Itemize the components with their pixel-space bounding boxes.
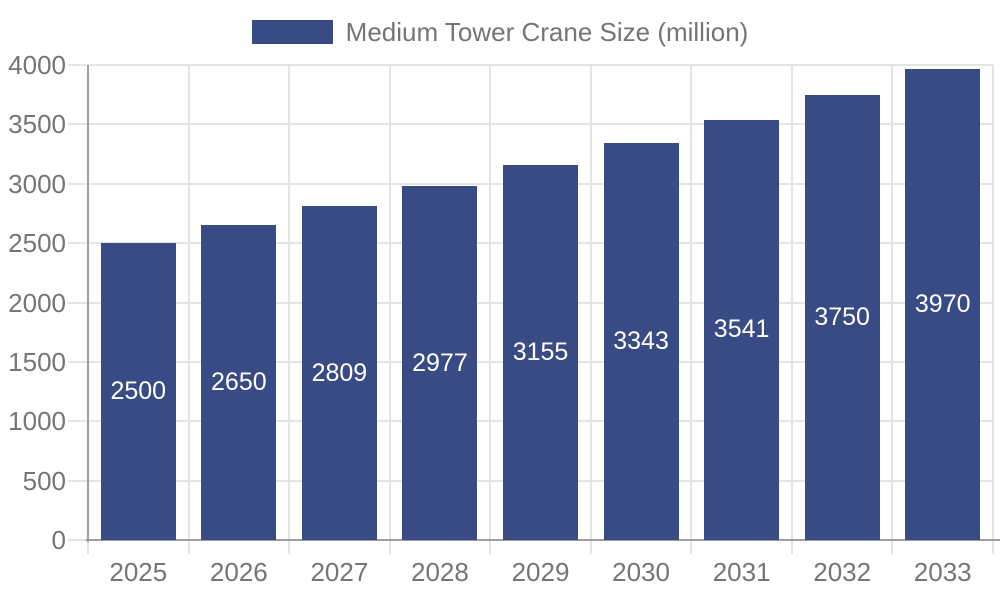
y-tick-label: 3000 bbox=[8, 168, 66, 199]
x-axis-tick bbox=[790, 540, 793, 554]
x-axis-tick bbox=[388, 540, 391, 554]
x-tick-label: 2027 bbox=[310, 557, 369, 587]
bar-value-label: 3750 bbox=[814, 302, 870, 331]
x-axis-tick bbox=[489, 540, 492, 554]
gridline-vertical bbox=[489, 65, 492, 540]
x-axis-tick bbox=[87, 540, 89, 554]
y-axis-tick bbox=[68, 539, 88, 541]
y-axis-tick bbox=[68, 123, 88, 126]
gridline-vertical bbox=[891, 65, 894, 540]
bar-value-label: 3541 bbox=[713, 315, 770, 344]
x-axis-tick bbox=[187, 540, 190, 554]
bar: 2809 bbox=[301, 206, 377, 540]
x-axis-tick bbox=[589, 540, 592, 554]
y-axis-tick bbox=[68, 420, 88, 423]
bar-value-label: 2977 bbox=[412, 348, 468, 377]
y-tick-label: 3500 bbox=[8, 109, 66, 140]
bar-value-label: 3343 bbox=[613, 327, 669, 355]
bar-value-label: 2650 bbox=[211, 368, 267, 397]
gridline-vertical bbox=[187, 65, 190, 540]
gridline-horizontal bbox=[88, 123, 993, 126]
y-tick-label: 1000 bbox=[8, 406, 66, 437]
bar: 3343 bbox=[603, 143, 679, 540]
x-axis-tick bbox=[288, 540, 291, 554]
plot-area: 0 500 1000 1500 2000 2500 3000 3500 4000 2500 2025… bbox=[8, 50, 1000, 587]
x-tick-label: 2025 bbox=[109, 557, 168, 587]
y-axis-tick bbox=[68, 360, 88, 363]
gridline-vertical bbox=[589, 65, 592, 540]
bar: 3155 bbox=[503, 165, 578, 540]
gridline-horizontal bbox=[88, 64, 993, 66]
gridline-vertical bbox=[992, 65, 994, 540]
bar: 2650 bbox=[201, 225, 277, 540]
y-axis-tick bbox=[68, 301, 88, 304]
y-axis-line bbox=[87, 65, 89, 542]
gridline-vertical bbox=[690, 65, 693, 540]
bar-value-label: 2500 bbox=[110, 377, 167, 406]
x-tick-label: 2032 bbox=[813, 557, 872, 587]
x-axis-tick bbox=[992, 540, 994, 554]
x-axis-line bbox=[86, 539, 1000, 541]
gridline-vertical bbox=[388, 65, 391, 540]
x-axis-tick bbox=[891, 540, 894, 554]
y-axis-tick bbox=[68, 242, 88, 245]
y-axis-tick bbox=[68, 64, 88, 66]
bar: 2977 bbox=[402, 186, 478, 540]
y-tick-label: 4000 bbox=[8, 50, 66, 80]
bar-value-label: 3155 bbox=[512, 338, 569, 367]
bar: 2500 bbox=[100, 243, 176, 540]
x-tick-label: 2029 bbox=[511, 557, 570, 587]
x-tick-label: 2033 bbox=[913, 557, 972, 587]
bar-value-label: 2809 bbox=[311, 358, 368, 387]
gridline-vertical bbox=[288, 65, 291, 540]
y-tick-label: 1500 bbox=[8, 346, 66, 377]
x-tick-label: 2026 bbox=[209, 557, 268, 587]
legend-label: Medium Tower Crane Size (million) bbox=[345, 17, 749, 47]
x-tick-label: 2028 bbox=[411, 557, 469, 587]
chart-legend: Medium Tower Crane Size (million) bbox=[0, 17, 1000, 47]
y-tick-label: 2000 bbox=[8, 287, 66, 318]
bar: 3541 bbox=[704, 119, 780, 540]
bar: 3750 bbox=[804, 94, 880, 540]
y-tick-label: 0 bbox=[51, 525, 66, 555]
x-tick-label: 2031 bbox=[712, 557, 771, 587]
gridline-vertical bbox=[790, 65, 793, 540]
y-tick-label: 500 bbox=[22, 465, 66, 496]
x-axis-tick bbox=[690, 540, 693, 554]
y-tick-label: 2500 bbox=[8, 228, 66, 259]
y-axis-tick bbox=[68, 479, 88, 482]
y-axis-tick bbox=[68, 182, 88, 185]
x-tick-label: 2030 bbox=[612, 557, 670, 587]
bar-value-label: 3970 bbox=[914, 289, 971, 318]
legend-item[interactable]: Medium Tower Crane Size (million) bbox=[251, 17, 749, 47]
legend-swatch-icon bbox=[251, 20, 333, 44]
bar: 3970 bbox=[905, 68, 981, 540]
